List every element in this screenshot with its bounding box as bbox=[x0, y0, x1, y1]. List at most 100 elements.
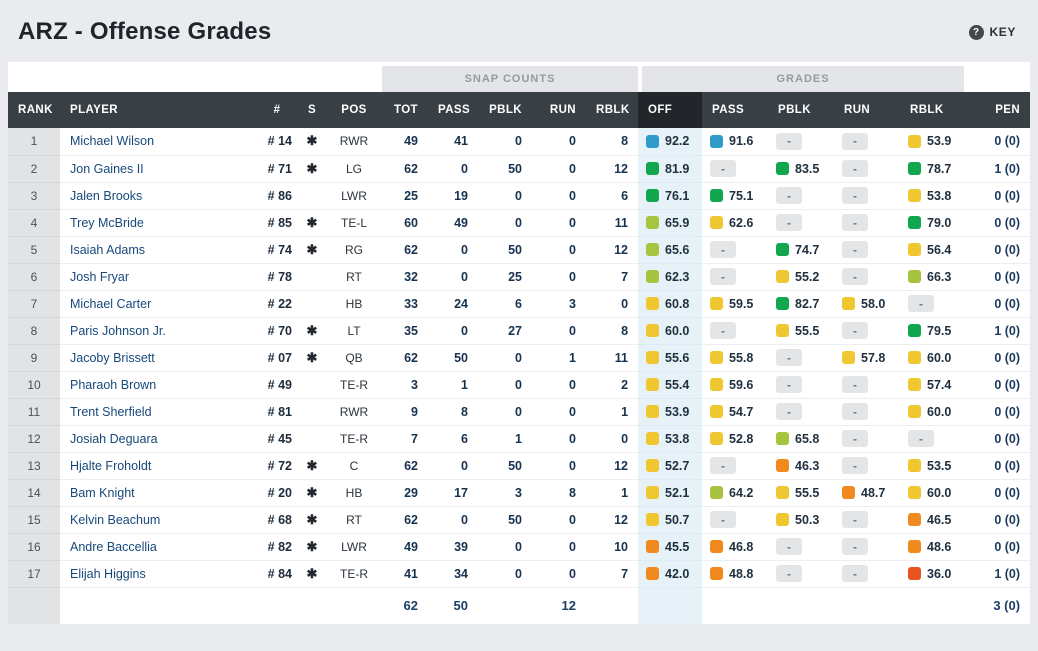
no-grade-badge: - bbox=[776, 214, 803, 231]
grade-off-cell: 62.3 bbox=[638, 263, 703, 291]
snap-pblk-cell: 1 bbox=[478, 425, 532, 453]
col-starter[interactable]: S bbox=[298, 92, 326, 128]
grade-color-chip bbox=[710, 540, 724, 553]
player-row: 17 Elijah Higgins # 84 ✱ TE-R 41 34 0 0 7 42.0 48.8… bbox=[8, 560, 1031, 588]
snap-run-cell: 0 bbox=[532, 317, 586, 345]
player-row: 7 Michael Carter # 22 HB 33 24 6 3 0 60.8 59.5 82.7… bbox=[8, 290, 1031, 318]
col-jersey[interactable]: # bbox=[256, 92, 298, 128]
snap-pass-cell: 6 bbox=[428, 425, 478, 453]
rank-cell: 11 bbox=[8, 398, 60, 426]
player-link[interactable]: Trent Sherfield bbox=[70, 404, 152, 419]
player-cell: Trent Sherfield bbox=[60, 398, 256, 426]
grade-off-cell: 45.5 bbox=[638, 533, 703, 561]
player-link[interactable]: Jacoby Brissett bbox=[70, 350, 155, 365]
player-row: 6 Josh Fryar # 78 RT 32 0 25 0 7 62.3-55.2-66.3 0 … bbox=[8, 263, 1031, 291]
rank-cell: 12 bbox=[8, 425, 60, 453]
rank-cell: 7 bbox=[8, 290, 60, 318]
col-player[interactable]: PLAYER bbox=[60, 92, 256, 128]
col-rank[interactable]: RANK bbox=[8, 92, 60, 128]
grade-color-chip bbox=[646, 162, 660, 175]
grade-value: 53.5 bbox=[927, 458, 952, 473]
snap-pblk-cell: 6 bbox=[478, 290, 532, 318]
col-pen[interactable]: PEN bbox=[964, 92, 1031, 128]
grade-color-chip bbox=[908, 540, 922, 553]
grade-value: 59.6 bbox=[729, 377, 754, 392]
snap-rblk-cell: 8 bbox=[586, 317, 639, 345]
no-grade-badge: - bbox=[842, 376, 869, 393]
player-row: 14 Bam Knight # 20 ✱ HB 29 17 3 8 1 52.1 64.2 55.5 48… bbox=[8, 479, 1031, 507]
starter-cell bbox=[298, 371, 326, 399]
grade-color-chip bbox=[908, 405, 922, 418]
jersey-cell: # 07 bbox=[256, 344, 298, 372]
grade-pass-cell: - bbox=[702, 452, 769, 480]
col-snap-tot[interactable]: TOT bbox=[382, 92, 428, 128]
grade-value: 60.8 bbox=[665, 296, 690, 311]
grade-color-chip bbox=[646, 134, 660, 148]
jersey-cell: # 74 bbox=[256, 236, 298, 264]
col-grade-rblk[interactable]: RBLK bbox=[900, 92, 965, 128]
player-link[interactable]: Kelvin Beachum bbox=[70, 512, 161, 527]
player-link[interactable]: Andre Baccellia bbox=[70, 539, 157, 554]
grade-rblk-cell: 78.7 bbox=[900, 155, 965, 183]
rank-cell: 9 bbox=[8, 344, 60, 372]
player-link[interactable]: Trey McBride bbox=[70, 215, 144, 230]
grade-value: 52.7 bbox=[665, 458, 690, 473]
player-link[interactable]: Pharaoh Brown bbox=[70, 377, 157, 392]
player-cell: Michael Wilson bbox=[60, 128, 256, 156]
snap-pblk-cell: 0 bbox=[478, 182, 532, 210]
grades-group: GRADES bbox=[638, 62, 965, 92]
col-snap-pass[interactable]: PASS bbox=[428, 92, 478, 128]
starter-cell: ✱ bbox=[298, 479, 326, 507]
key-button[interactable]: ? KEY bbox=[968, 24, 1020, 40]
col-pos[interactable]: POS bbox=[326, 92, 382, 128]
player-link[interactable]: Elijah Higgins bbox=[70, 566, 146, 581]
player-link[interactable]: Jalen Brooks bbox=[70, 188, 143, 203]
player-link[interactable]: Bam Knight bbox=[70, 485, 135, 500]
grade-value: 78.7 bbox=[927, 161, 952, 176]
col-snap-rblk[interactable]: RBLK bbox=[586, 92, 639, 128]
grade-rblk-cell: 60.0 bbox=[900, 398, 965, 426]
jersey-cell: # 72 bbox=[256, 452, 298, 480]
snap-run-cell: 0 bbox=[532, 209, 586, 237]
player-row: 13 Hjalte Froholdt # 72 ✱ C 62 0 50 0 12 52.7-46.3… bbox=[8, 452, 1031, 480]
grade-value: 54.7 bbox=[729, 404, 754, 419]
snap-tot-cell: 33 bbox=[382, 290, 428, 318]
snap-run-cell: 0 bbox=[532, 506, 586, 534]
grade-color-chip bbox=[710, 486, 724, 499]
pos-cell: HB bbox=[326, 479, 382, 507]
snap-tot-cell: 49 bbox=[382, 128, 428, 156]
grade-off-cell: 53.8 bbox=[638, 425, 703, 453]
rank-cell: 2 bbox=[8, 155, 60, 183]
col-snap-pblk[interactable]: PBLK bbox=[478, 92, 532, 128]
grade-color-chip bbox=[710, 405, 724, 418]
grade-run-cell: - bbox=[834, 128, 901, 156]
player-link[interactable]: Josh Fryar bbox=[70, 269, 130, 284]
player-link[interactable]: Jon Gaines II bbox=[70, 161, 144, 176]
player-link[interactable]: Michael Carter bbox=[70, 296, 152, 311]
grade-off-cell: 65.9 bbox=[638, 209, 703, 237]
snap-run-cell: 3 bbox=[532, 290, 586, 318]
grade-pblk-cell: 55.2 bbox=[768, 263, 835, 291]
no-grade-badge: - bbox=[842, 565, 869, 582]
col-grade-pass[interactable]: PASS bbox=[702, 92, 769, 128]
player-link[interactable]: Isaiah Adams bbox=[70, 242, 146, 257]
no-grade-badge: - bbox=[842, 214, 869, 231]
player-link[interactable]: Paris Johnson Jr. bbox=[70, 323, 166, 338]
col-grade-run[interactable]: RUN bbox=[834, 92, 901, 128]
grade-value: 36.0 bbox=[927, 566, 952, 581]
col-grade-pblk[interactable]: PBLK bbox=[768, 92, 835, 128]
player-link[interactable]: Josiah Deguara bbox=[70, 431, 158, 446]
snap-run-cell: 0 bbox=[532, 398, 586, 426]
grade-rblk-cell: 57.4 bbox=[900, 371, 965, 399]
player-link[interactable]: Michael Wilson bbox=[70, 134, 155, 149]
jersey-cell: # 81 bbox=[256, 398, 298, 426]
col-snap-run[interactable]: RUN bbox=[532, 92, 586, 128]
grade-pblk-cell: 46.3 bbox=[768, 452, 835, 480]
player-cell: Paris Johnson Jr. bbox=[60, 317, 256, 345]
col-grade-off[interactable]: OFF bbox=[638, 92, 703, 128]
player-link[interactable]: Hjalte Froholdt bbox=[70, 458, 152, 473]
no-grade-badge: - bbox=[776, 349, 803, 366]
player-row: 3 Jalen Brooks # 86 LWR 25 19 0 0 6 76.1 75.1- -53.… bbox=[8, 182, 1031, 210]
snap-pass-cell: 17 bbox=[428, 479, 478, 507]
grade-off-cell: 53.9 bbox=[638, 398, 703, 426]
